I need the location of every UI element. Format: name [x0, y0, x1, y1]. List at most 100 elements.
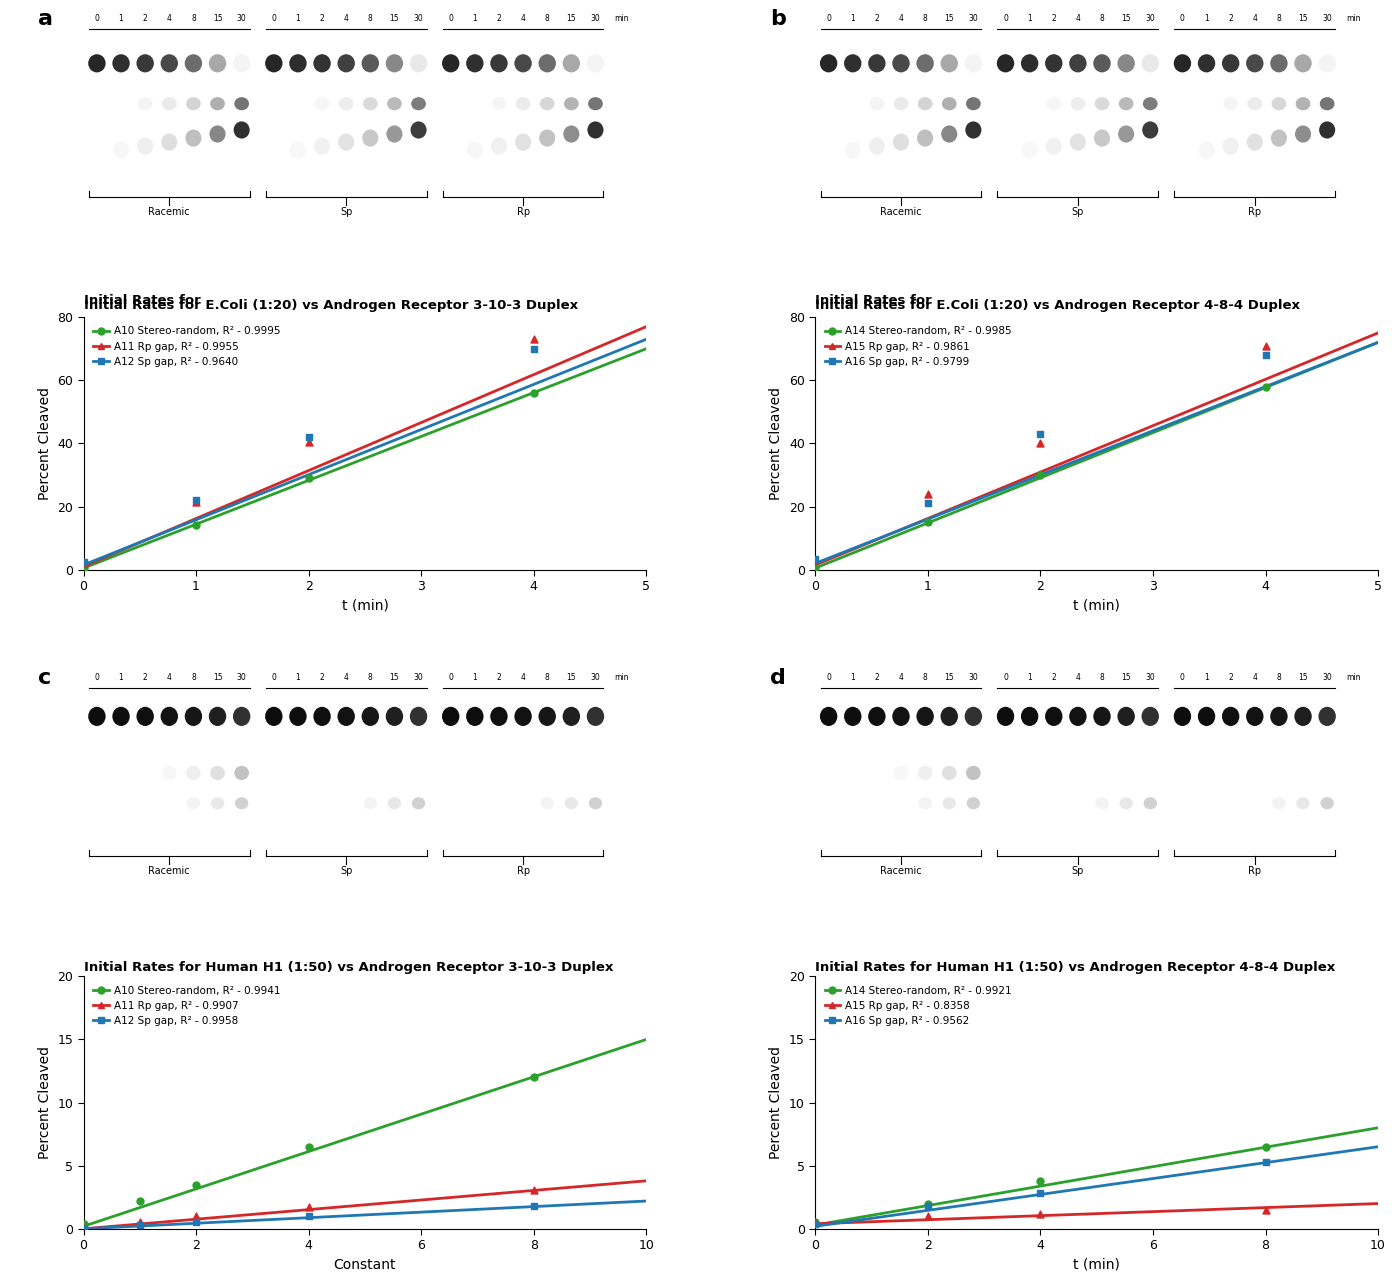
Point: [522, 1196, 544, 1216]
Text: Initial Rates for: Initial Rates for: [816, 294, 937, 307]
Text: 8: 8: [544, 14, 550, 23]
Ellipse shape: [161, 765, 177, 780]
Ellipse shape: [966, 765, 981, 780]
Text: 0: 0: [95, 673, 99, 682]
Ellipse shape: [941, 125, 958, 142]
Ellipse shape: [136, 54, 155, 73]
Point: [917, 484, 940, 504]
Ellipse shape: [338, 133, 354, 151]
Point: [72, 1217, 95, 1238]
Text: 15: 15: [567, 673, 576, 682]
Text: 8: 8: [1276, 673, 1281, 682]
Text: 2: 2: [1051, 673, 1057, 682]
Ellipse shape: [1318, 54, 1336, 73]
Text: 2: 2: [143, 14, 148, 23]
Legend: A10 Stereo-random, R² - 0.9995, A11 Rp gap, R² - 0.9955, A12 Sp gap, R² - 0.9640: A10 Stereo-random, R² - 0.9995, A11 Rp g…: [89, 323, 284, 371]
Point: [805, 1213, 827, 1234]
Ellipse shape: [1096, 797, 1108, 809]
Ellipse shape: [290, 707, 306, 726]
Ellipse shape: [363, 797, 377, 809]
Ellipse shape: [411, 122, 426, 138]
Text: 1: 1: [851, 673, 855, 682]
Point: [1254, 376, 1276, 397]
Ellipse shape: [515, 97, 530, 110]
Ellipse shape: [113, 54, 129, 73]
Ellipse shape: [113, 707, 129, 726]
Text: 4: 4: [167, 673, 171, 682]
Point: [1029, 424, 1051, 444]
Ellipse shape: [210, 97, 226, 110]
Text: 4: 4: [521, 14, 526, 23]
Text: 15: 15: [1122, 14, 1130, 23]
Ellipse shape: [1069, 54, 1087, 73]
Point: [522, 329, 544, 349]
Point: [805, 550, 827, 571]
Point: [72, 553, 95, 573]
Ellipse shape: [138, 137, 153, 155]
Ellipse shape: [540, 797, 554, 809]
Ellipse shape: [1022, 142, 1037, 159]
Ellipse shape: [965, 707, 983, 726]
Ellipse shape: [539, 707, 555, 726]
Ellipse shape: [919, 797, 931, 809]
Text: Initial Rates for: Initial Rates for: [84, 294, 205, 307]
Point: [298, 426, 320, 447]
Text: 0: 0: [95, 14, 99, 23]
Point: [1029, 1203, 1051, 1224]
Text: 1: 1: [1204, 673, 1208, 682]
Ellipse shape: [313, 54, 331, 73]
Point: [917, 512, 940, 532]
Text: 4: 4: [344, 673, 348, 682]
Text: 2: 2: [143, 673, 148, 682]
Text: Sp: Sp: [340, 865, 352, 876]
Ellipse shape: [941, 54, 958, 73]
Ellipse shape: [587, 54, 604, 73]
Ellipse shape: [1118, 54, 1134, 73]
Ellipse shape: [387, 125, 402, 142]
Text: c: c: [39, 668, 52, 687]
Text: 0: 0: [827, 673, 831, 682]
Text: Initial Rates for E.Coli (1:20) vs Androgen Receptor 3-10-3 Duplex: Initial Rates for E.Coli (1:20) vs Andro…: [84, 298, 578, 312]
Ellipse shape: [315, 97, 330, 110]
Ellipse shape: [161, 133, 177, 151]
Ellipse shape: [917, 97, 933, 110]
Ellipse shape: [562, 54, 580, 73]
Text: Rp: Rp: [516, 207, 529, 216]
Text: 30: 30: [413, 673, 423, 682]
Text: 30: 30: [413, 14, 423, 23]
Text: 1: 1: [295, 673, 301, 682]
Point: [72, 552, 95, 572]
Ellipse shape: [388, 797, 401, 809]
Point: [1254, 1137, 1276, 1157]
Text: 2: 2: [1228, 673, 1233, 682]
Ellipse shape: [941, 707, 958, 726]
Text: 30: 30: [1146, 14, 1155, 23]
Ellipse shape: [362, 54, 379, 73]
Point: [1254, 344, 1276, 365]
Text: 15: 15: [390, 673, 400, 682]
Ellipse shape: [1222, 137, 1239, 155]
Ellipse shape: [185, 129, 202, 147]
Text: 0: 0: [1004, 673, 1008, 682]
Text: 1: 1: [295, 14, 301, 23]
Point: [522, 1068, 544, 1088]
Ellipse shape: [187, 797, 200, 809]
Text: 4: 4: [899, 14, 903, 23]
Text: 30: 30: [590, 673, 600, 682]
Text: 30: 30: [1322, 14, 1332, 23]
Ellipse shape: [1045, 707, 1062, 726]
Text: 4: 4: [344, 14, 348, 23]
Point: [522, 1179, 544, 1199]
Ellipse shape: [1173, 54, 1192, 73]
Ellipse shape: [564, 125, 579, 142]
Ellipse shape: [1222, 707, 1239, 726]
Text: 2: 2: [1228, 14, 1233, 23]
Ellipse shape: [490, 54, 508, 73]
Text: 8: 8: [367, 673, 373, 682]
Text: 15: 15: [944, 14, 954, 23]
Text: 8: 8: [923, 14, 927, 23]
Text: 1: 1: [118, 673, 124, 682]
Point: [185, 1206, 207, 1226]
Point: [128, 1190, 150, 1211]
Point: [917, 1196, 940, 1216]
